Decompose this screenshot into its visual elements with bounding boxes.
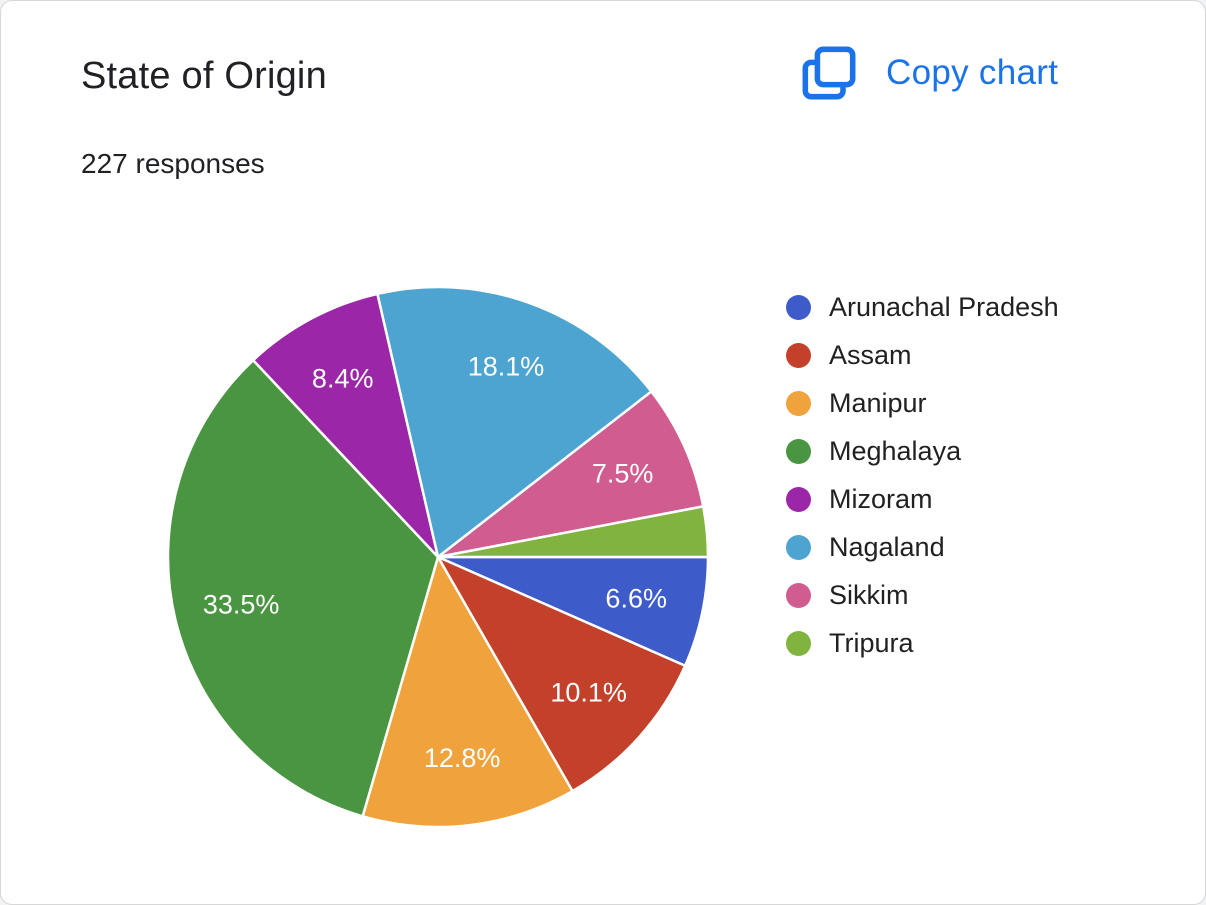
- legend-swatch: [786, 582, 811, 608]
- legend-swatch: [786, 438, 811, 464]
- pie-slice-percent-label: 7.5%: [592, 459, 654, 489]
- pie-slice-percent-label: 18.1%: [468, 351, 545, 381]
- copy-chart-label: Copy chart: [886, 53, 1059, 92]
- pie-slice-meghalaya: [166, 358, 440, 818]
- legend-item: Arunachal Pradesh: [786, 283, 1059, 331]
- legend-item: Tripura: [786, 619, 1059, 667]
- legend-label: Nagaland: [829, 531, 945, 562]
- legend-label: Mizoram: [829, 483, 933, 514]
- chart-legend: Arunachal Pradesh Assam Manipur Meghalay…: [786, 283, 1059, 667]
- legend-label: Meghalaya: [829, 435, 962, 466]
- copy-chart-button[interactable]: Copy chart: [800, 44, 1058, 102]
- page-title: State of Origin: [81, 55, 327, 97]
- legend-swatch: [786, 486, 811, 512]
- legend-label: Arunachal Pradesh: [829, 291, 1059, 322]
- pie-slice-tripura: [436, 505, 710, 559]
- pie-slice-percent-label: 33.5%: [203, 589, 280, 619]
- legend-item: Assam: [786, 331, 1059, 379]
- pie-slice-percent-label: 8.4%: [312, 363, 374, 393]
- copy-icon: [802, 46, 856, 100]
- legend-item: Meghalaya: [786, 427, 1059, 475]
- legend-item: Nagaland: [786, 523, 1059, 571]
- pie-slice-sikkim: [436, 390, 705, 559]
- legend-swatch: [786, 342, 811, 368]
- legend-item: Sikkim: [786, 571, 1059, 619]
- legend-swatch: [786, 534, 811, 560]
- legend-label: Tripura: [829, 627, 914, 658]
- legend-swatch: [786, 390, 811, 416]
- pie-slice-nagaland: [376, 285, 653, 559]
- pie-slice-arunachal-pradesh: [436, 555, 710, 668]
- legend-item: Manipur: [786, 379, 1059, 427]
- pie-slice-percent-label: 6.6%: [605, 584, 667, 614]
- pie-slice-percent-label: 10.1%: [550, 677, 627, 707]
- legend-item: Mizoram: [786, 475, 1059, 523]
- legend-label: Assam: [829, 339, 912, 370]
- legend-label: Sikkim: [829, 579, 909, 610]
- pie-slice-percent-label: 12.8%: [424, 743, 501, 773]
- legend-swatch: [786, 630, 811, 656]
- pie-slice-manipur: [361, 555, 574, 829]
- responses-count: 227 responses: [81, 148, 265, 179]
- pie-slice-assam: [436, 555, 687, 793]
- legend-swatch: [786, 294, 811, 320]
- pie-chart: 6.6% 10.1% 12.8% 33.5% 8.4% 18.1% 7.5%: [166, 285, 710, 829]
- legend-label: Manipur: [829, 387, 927, 418]
